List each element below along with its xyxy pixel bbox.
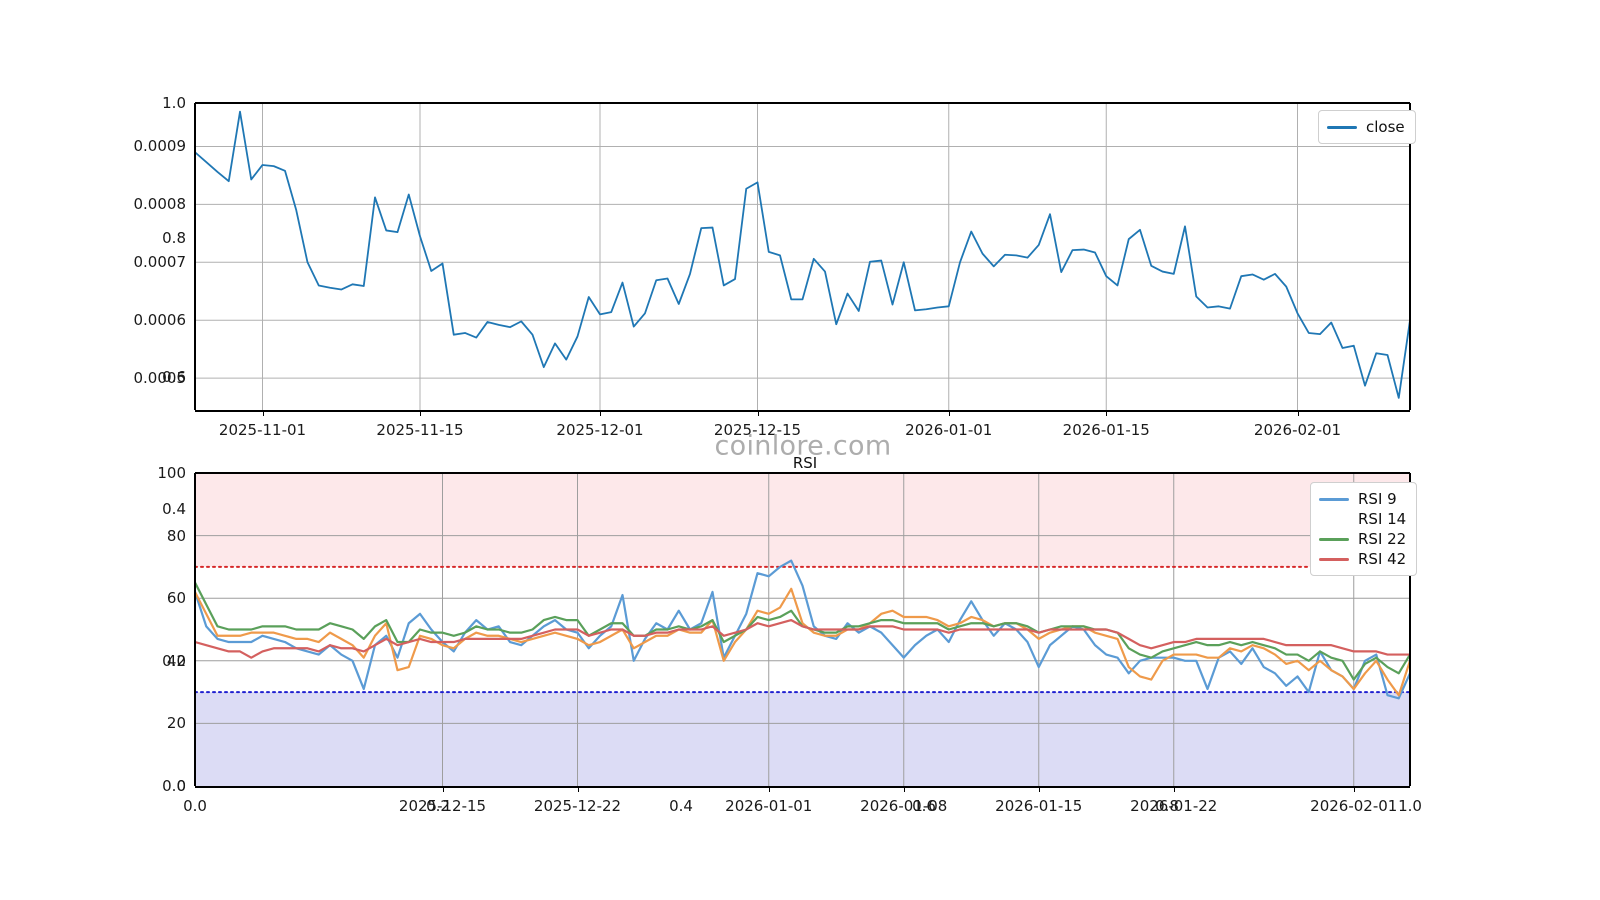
price-xtick-mark [1106,412,1108,416]
price-xtick-mark [1297,412,1299,416]
rsi-xtick-label: 2026-01-22 [1130,797,1218,815]
price-ytick-label: 0.0009 [133,137,187,156]
legend-swatch [1319,497,1349,501]
rsi-xtick-mark [577,788,579,792]
price-overlay-ytick-label: 0.8 [162,229,186,247]
price-xtick-mark [262,412,264,416]
rsi-overlay-ytick-label: 0.0 [162,777,186,795]
rsi-top-spine [195,472,1410,474]
price-legend[interactable]: close [1318,110,1416,144]
price-xtick-label: 2025-12-01 [556,421,644,439]
legend-label: RSI 22 [1358,530,1407,548]
price-xtick-mark [757,412,759,416]
legend-entry[interactable]: RSI 22 [1319,529,1406,549]
price-xtick-label: 2025-11-15 [376,421,464,439]
price-xtick-label: 2026-01-01 [905,421,993,439]
legend-swatch [1319,518,1349,521]
rsi-xtick-label: 2026-01-15 [995,797,1083,815]
rsi-overlay-xtick-label: 0.8 [1155,797,1179,815]
rsi-xtick-mark [1038,788,1040,792]
price-xtick-label: 2025-12-15 [713,421,802,439]
legend-entry[interactable]: RSI 14 [1319,509,1406,529]
legend-label: RSI 14 [1358,510,1407,528]
rsi-legend[interactable]: RSI 9 RSI 14 RSI 22 RSI 42 [1310,482,1418,576]
legend-entry[interactable]: close [1327,117,1405,137]
legend-label: RSI 9 [1358,490,1397,508]
price-xtick-mark [420,412,421,416]
legend-swatch [1327,125,1357,129]
rsi-xtick-mark [442,788,444,792]
rsi-overlay-xtick-label: 0.2 [426,797,450,815]
rsi-overlay-xtick-label: 0.6 [912,797,936,815]
rsi-xtick-label: 2025-12-15 [398,797,487,815]
rsi-xtick-mark [768,788,770,792]
price-xtick-label: 2025-11-01 [218,421,307,439]
rsi-ytick-label: 60 [166,589,186,608]
rsi-xtick-label: 2026-01-08 [860,797,948,815]
price-ytick-label: 0.0006 [133,311,187,330]
rsi-ytick-label: 40 [166,651,186,670]
rsi-ytick-label: 0 [176,777,186,795]
rsi-xtick-mark [1353,788,1355,792]
rsi-panel-title: RSI [792,454,818,472]
price-ytick-label: 0.0005 [133,369,187,388]
price-plot [195,103,1410,410]
price-right-spine [1409,103,1411,410]
rsi-ytick-label: 100 [157,464,186,482]
legend-entry[interactable]: RSI 42 [1319,549,1406,569]
rsi-left-spine [194,473,196,786]
rsi-overlay-xtick-label: 0.4 [669,797,693,815]
rsi-bottom-spine [195,786,1410,788]
rsi-chart-panel [195,473,1410,786]
rsi-overlay-ytick-label: 0.2 [162,652,186,670]
rsi-right-spine [1409,473,1411,786]
price-xtick-mark [948,412,950,416]
price-chart-panel [195,103,1410,410]
rsi-xtick-label: 2026-01-01 [725,797,813,815]
rsi-overlay-xtick-label: 1.0 [1398,797,1422,815]
price-overlay-ytick-label: 1.0 [162,94,186,112]
rsi-xtick-label: 2026-02-01 [1310,797,1398,815]
legend-label: RSI 42 [1358,550,1407,568]
price-xtick-label: 2026-01-15 [1062,421,1150,439]
rsi-overlay-xtick-label: 0.0 [183,797,207,815]
legend-entry[interactable]: RSI 9 [1319,489,1406,509]
price-xtick-mark [600,412,601,416]
rsi-plot [195,473,1410,786]
price-left-spine [194,103,196,410]
rsi-xtick-mark [903,788,905,792]
legend-swatch [1319,557,1349,561]
rsi-ytick-label: 80 [166,526,186,545]
price-ytick-label: 0.0007 [133,253,187,272]
legend-swatch [1319,537,1349,541]
price-top-spine [195,102,1410,104]
legend-label: close [1366,118,1405,136]
price-bottom-spine [195,410,1410,412]
rsi-overlay-ytick-label: 0.4 [162,500,186,518]
rsi-xtick-label: 2025-12-22 [533,797,622,815]
price-overlay-ytick-label: 0.6 [162,368,186,386]
watermark: coinlore.com [714,430,892,462]
price-ytick-label: 0.0008 [133,195,187,214]
rsi-xtick-mark [1173,788,1175,792]
price-xtick-label: 2026-02-01 [1253,421,1342,439]
rsi-ytick-label: 20 [166,714,186,733]
